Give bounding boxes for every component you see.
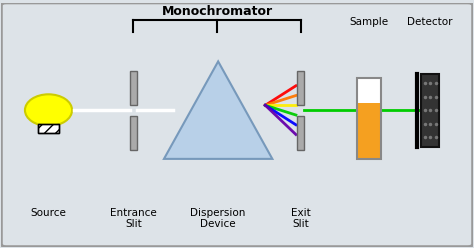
Bar — [357, 78, 381, 103]
Bar — [297, 70, 304, 105]
Bar — [129, 70, 137, 105]
Ellipse shape — [25, 94, 72, 126]
Bar — [38, 124, 59, 133]
Bar — [38, 124, 59, 133]
Text: Dispersion
Device: Dispersion Device — [191, 208, 246, 229]
Polygon shape — [164, 62, 273, 159]
Bar — [357, 103, 381, 159]
Bar — [297, 116, 304, 150]
Text: Entrance
Slit: Entrance Slit — [110, 208, 157, 229]
Text: Detector: Detector — [408, 17, 453, 27]
Bar — [421, 74, 439, 147]
Bar — [357, 78, 381, 159]
FancyBboxPatch shape — [1, 3, 473, 247]
Text: Source: Source — [31, 208, 66, 218]
Bar — [129, 116, 137, 150]
Text: Monochromator: Monochromator — [162, 4, 273, 18]
Text: Exit
Slit: Exit Slit — [291, 208, 310, 229]
Text: Sample: Sample — [349, 17, 389, 27]
